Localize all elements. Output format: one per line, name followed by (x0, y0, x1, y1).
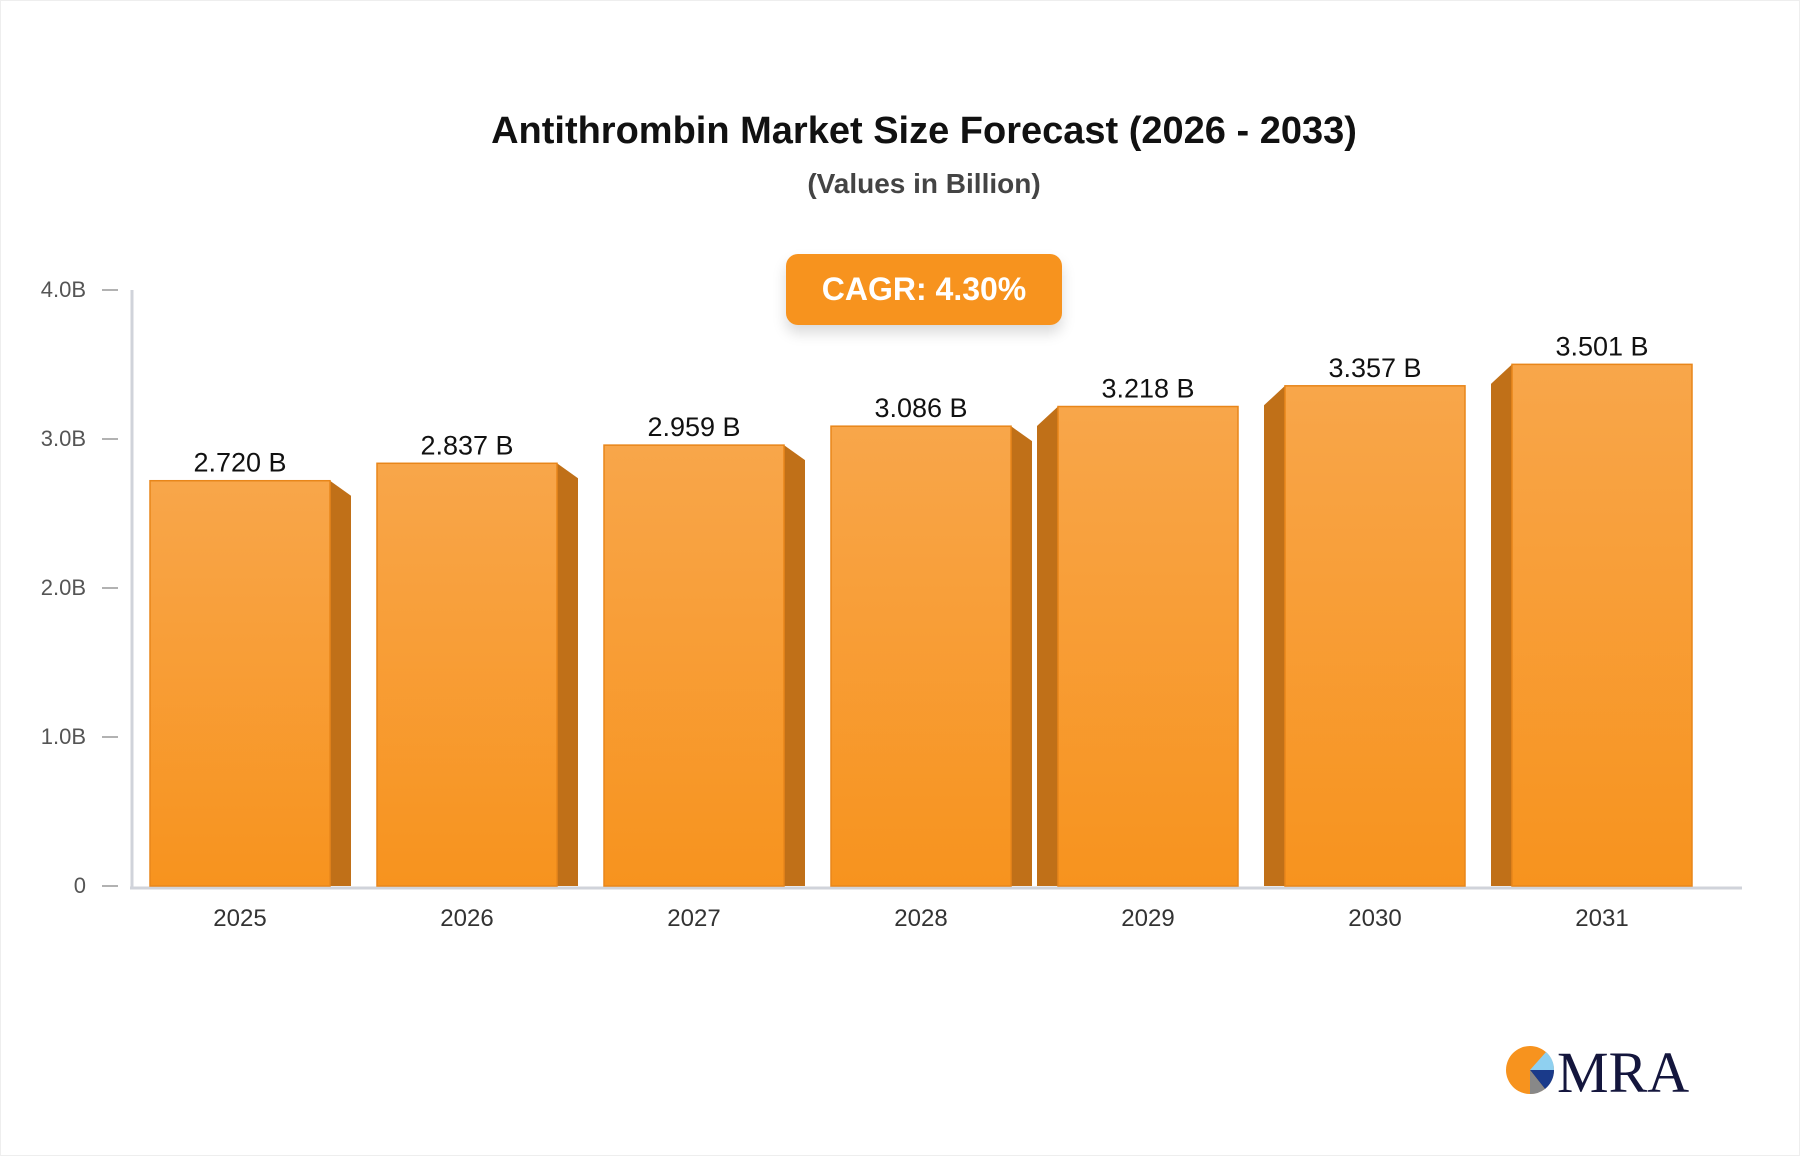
chart-subtitle: (Values in Billion) (807, 168, 1041, 199)
bar-value-label: 2.720 B (193, 448, 286, 478)
x-tick-label: 2025 (213, 905, 266, 932)
bar-side (330, 480, 351, 886)
bar-side (1264, 385, 1285, 886)
bar-value-label: 2.959 B (647, 412, 740, 442)
y-tick-label: 4.0B (41, 277, 86, 302)
x-tick-label: 2031 (1575, 905, 1628, 932)
bar-side (784, 445, 805, 886)
x-tick-label: 2028 (894, 905, 947, 932)
bar-side (1037, 406, 1058, 886)
bar (603, 444, 785, 887)
bar-value-label: 3.357 B (1328, 353, 1421, 383)
bar-value-label: 3.086 B (874, 393, 967, 423)
mra-logo: MRA (1506, 1040, 1689, 1100)
svg-text:MRA: MRA (1557, 1040, 1689, 1100)
bar-side (1491, 364, 1512, 886)
bar-side (557, 463, 578, 886)
y-tick-label: 1.0B (41, 724, 86, 749)
chart-title: Antithrombin Market Size Forecast (2026 … (491, 110, 1357, 152)
cagr-badge: CAGR: 4.30% (786, 254, 1062, 325)
bar (1284, 385, 1466, 887)
bar-value-label: 3.218 B (1101, 374, 1194, 404)
x-tick-label: 2029 (1121, 905, 1174, 932)
bar (830, 425, 1012, 887)
x-tick-label: 2030 (1348, 905, 1401, 932)
bar-value-label: 2.837 B (420, 430, 513, 460)
bar (1057, 405, 1239, 887)
bar (149, 479, 331, 887)
y-tick-label: 3.0B (41, 426, 86, 451)
bar (1511, 363, 1693, 887)
y-tick-label: 2.0B (41, 575, 86, 600)
x-tick-label: 2026 (440, 905, 493, 932)
y-tick-label: 0 (74, 873, 86, 898)
bar-value-label: 3.501 B (1555, 331, 1648, 361)
bar (376, 462, 558, 887)
bar-side (1011, 426, 1032, 886)
x-tick-label: 2027 (667, 905, 720, 932)
